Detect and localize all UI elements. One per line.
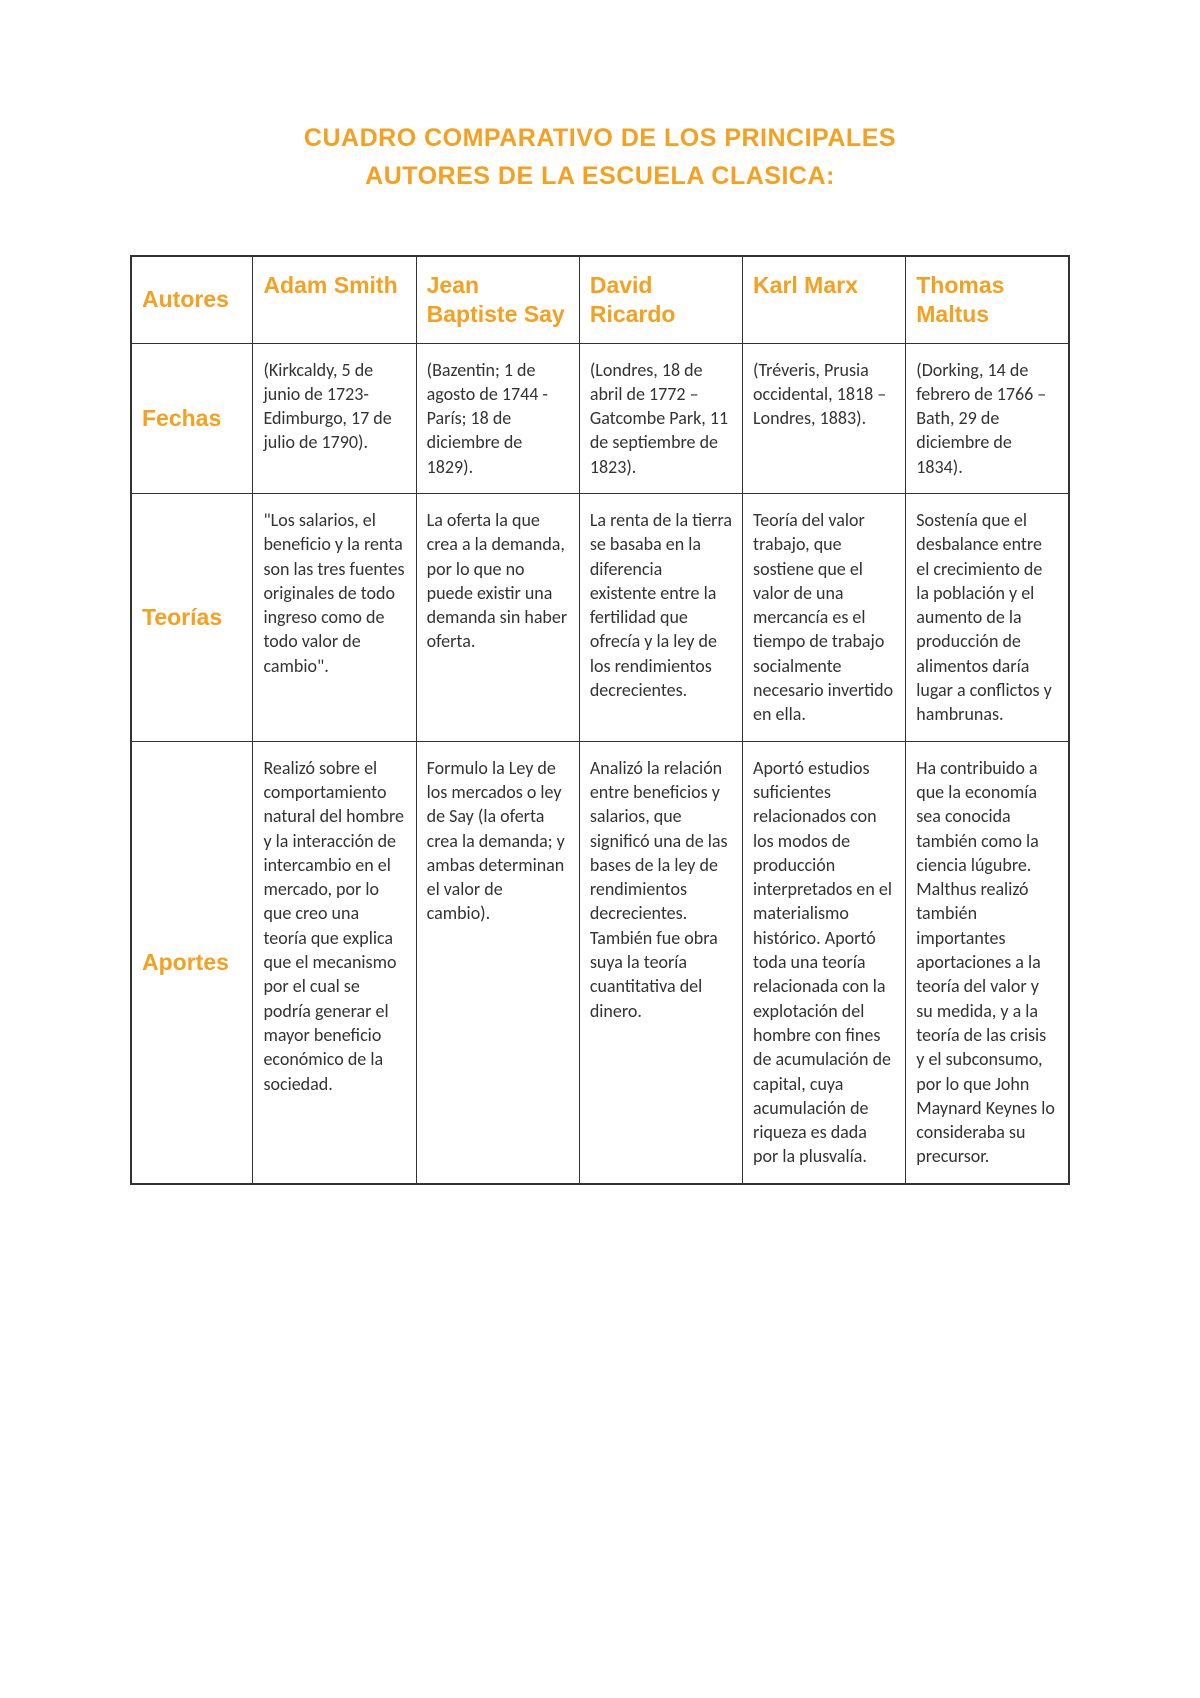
table-cell: La oferta la que crea a la demanda, por … xyxy=(416,493,579,741)
table-cell: Analizó la relación entre beneficios y s… xyxy=(579,741,742,1184)
row-label-contributions: Aportes xyxy=(131,741,253,1184)
author-header: Adam Smith xyxy=(253,256,416,343)
table-cell: (Bazentin; 1 de agosto de 1744 - París; … xyxy=(416,343,579,493)
table-cell: Teoría del valor trabajo, que sostiene q… xyxy=(743,493,906,741)
row-label-authors: Autores xyxy=(131,256,253,343)
author-header: Thomas Maltus xyxy=(906,256,1069,343)
row-label-dates: Fechas xyxy=(131,343,253,493)
author-header: David Ricardo xyxy=(579,256,742,343)
table-cell: (Londres, 18 de abril de 1772 – Gatcombe… xyxy=(579,343,742,493)
table-cell: Formulo la Ley de los mercados o ley de … xyxy=(416,741,579,1184)
author-header: Jean Baptiste Say xyxy=(416,256,579,343)
table-cell: Realizó sobre el comportamiento natural … xyxy=(253,741,416,1184)
table-cell: Ha contribuido a que la economía sea con… xyxy=(906,741,1069,1184)
table-cell: La renta de la tierra se basaba en la di… xyxy=(579,493,742,741)
table-cell: "Los salarios, el beneficio y la renta s… xyxy=(253,493,416,741)
title-line-1: CUADRO COMPARATIVO DE LOS PRINCIPALES xyxy=(130,120,1070,158)
table-row-dates: Fechas (Kirkcaldy, 5 de junio de 1723- E… xyxy=(131,343,1069,493)
table-row-contributions: Aportes Realizó sobre el comportamiento … xyxy=(131,741,1069,1184)
author-header: Karl Marx xyxy=(743,256,906,343)
table-cell: Sostenía que el desbalance entre el crec… xyxy=(906,493,1069,741)
table-cell: Aportó estudios suficientes relacionados… xyxy=(743,741,906,1184)
row-label-theories: Teorías xyxy=(131,493,253,741)
document-title: CUADRO COMPARATIVO DE LOS PRINCIPALES AU… xyxy=(130,120,1070,195)
table-row-authors: Autores Adam Smith Jean Baptiste Say Dav… xyxy=(131,256,1069,343)
table-cell: (Dorking, 14 de febrero de 1766 – Bath, … xyxy=(906,343,1069,493)
table-cell: (Tréveris, Prusia occidental, 1818 – Lon… xyxy=(743,343,906,493)
table-cell: (Kirkcaldy, 5 de junio de 1723- Edimburg… xyxy=(253,343,416,493)
title-line-2: AUTORES DE LA ESCUELA CLASICA: xyxy=(130,158,1070,196)
comparison-table: Autores Adam Smith Jean Baptiste Say Dav… xyxy=(130,255,1070,1185)
table-row-theories: Teorías "Los salarios, el beneficio y la… xyxy=(131,493,1069,741)
